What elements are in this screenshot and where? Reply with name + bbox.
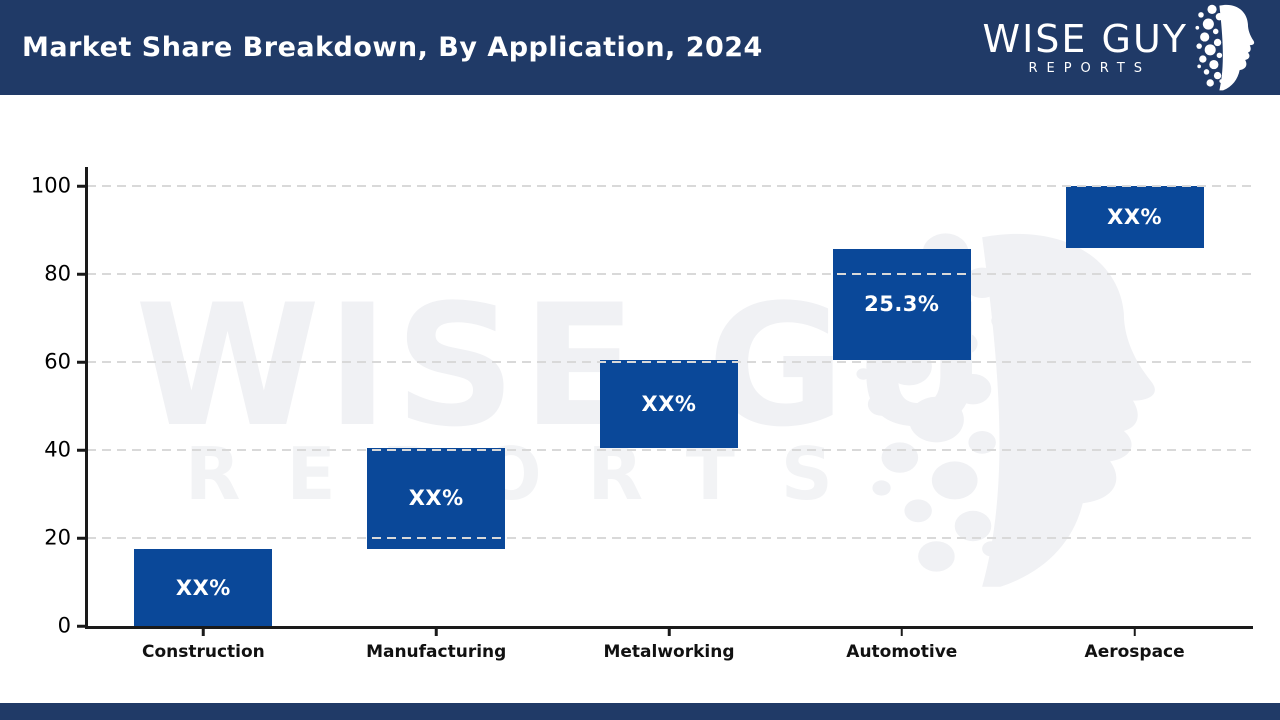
x-label-manufacturing: Manufacturing <box>366 642 507 662</box>
x-axis-line <box>85 626 1253 629</box>
x-tick-mark-manufacturing <box>434 628 438 636</box>
bar-aerospace: XX% <box>1065 186 1204 249</box>
y-tick-label-80: 80 <box>44 261 71 286</box>
x-tick-mark-aerospace <box>1133 628 1136 636</box>
gridline-y60 <box>87 361 1251 363</box>
bar-label-aerospace: XX% <box>1107 205 1163 230</box>
x-label-automotive: Automotive <box>846 642 958 662</box>
y-tick-mark-0 <box>77 624 85 628</box>
y-tick-mark-20 <box>77 536 85 540</box>
x-tick-mark-construction <box>202 628 205 636</box>
logo-wordmark: WISE GUY <box>982 16 1188 61</box>
bar-metalworking: XX% <box>600 359 738 448</box>
x-label-construction: Construction <box>141 642 265 662</box>
x-tick-mark-metalworking <box>667 628 671 636</box>
chart-plot-area: 0 20 40 60 80 100 XX% Construction XX% Manufactur… <box>31 174 1251 662</box>
logo-face-icon <box>1195 4 1255 90</box>
x-tick-mark-automotive <box>900 628 904 636</box>
y-tick-label-100: 100 <box>30 173 71 198</box>
gridline-y80 <box>87 273 1251 275</box>
page-title: Market Share Breakdown, By Application, … <box>22 32 763 63</box>
bar-manufacturing: XX% <box>367 447 506 549</box>
y-tick-mark-40 <box>77 448 85 452</box>
gridline-y20 <box>87 537 1251 539</box>
header-bar: Market Share Breakdown, By Application, … <box>0 0 1280 95</box>
bar-construction: XX% <box>134 549 273 626</box>
bar-label-metalworking: XX% <box>641 391 697 416</box>
bar-automotive: 25.3% <box>832 248 971 360</box>
wise-guy-logo: WISE GUY REPORTS <box>983 2 1280 94</box>
y-tick-mark-100 <box>77 184 85 188</box>
gridline-y40 <box>87 449 1251 451</box>
x-label-aerospace: Aerospace <box>1084 642 1185 662</box>
y-tick-mark-80 <box>77 272 85 276</box>
y-tick-label-60: 60 <box>44 349 71 374</box>
logo-subtitle: REPORTS <box>1028 60 1152 76</box>
y-tick-mark-60 <box>77 360 85 364</box>
footer-bar <box>0 703 1280 720</box>
bar-label-manufacturing: XX% <box>408 486 464 511</box>
y-tick-label-20: 20 <box>44 525 71 550</box>
y-tick-label-0: 0 <box>57 613 71 638</box>
y-axis-line <box>85 167 88 629</box>
gridline-y100 <box>87 185 1251 187</box>
bar-label-construction: XX% <box>175 575 231 600</box>
x-label-metalworking: Metalworking <box>603 642 735 662</box>
bar-label-automotive: 25.3% <box>864 292 940 317</box>
y-tick-label-40: 40 <box>44 437 71 462</box>
